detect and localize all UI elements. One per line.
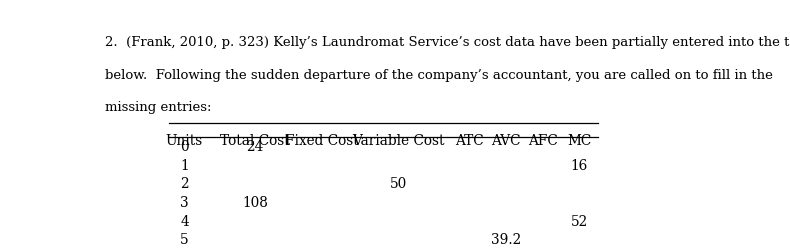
Text: missing entries:: missing entries: bbox=[105, 101, 212, 114]
Text: 4: 4 bbox=[180, 215, 189, 229]
Text: 39.2: 39.2 bbox=[491, 234, 521, 247]
Text: 3: 3 bbox=[180, 196, 189, 210]
Text: 1: 1 bbox=[180, 159, 189, 173]
Text: AFC: AFC bbox=[528, 134, 558, 148]
Text: below.  Following the sudden departure of the company’s accountant, you are call: below. Following the sudden departure of… bbox=[105, 68, 773, 82]
Text: 2: 2 bbox=[180, 178, 189, 192]
Text: 0: 0 bbox=[180, 140, 189, 154]
Text: Units: Units bbox=[166, 134, 203, 148]
Text: Variable Cost: Variable Cost bbox=[352, 134, 445, 148]
Text: Fixed Cost: Fixed Cost bbox=[285, 134, 359, 148]
Text: AVC: AVC bbox=[491, 134, 521, 148]
Text: 108: 108 bbox=[242, 196, 268, 210]
Text: MC: MC bbox=[567, 134, 592, 148]
Text: ATC: ATC bbox=[455, 134, 483, 148]
Text: Total Cost: Total Cost bbox=[220, 134, 290, 148]
Text: 16: 16 bbox=[570, 159, 588, 173]
Text: 24: 24 bbox=[246, 140, 264, 154]
Text: 52: 52 bbox=[570, 215, 588, 229]
Text: 5: 5 bbox=[180, 234, 189, 247]
Text: 2.  (Frank, 2010, p. 323) Kelly’s Laundromat Service’s cost data have been parti: 2. (Frank, 2010, p. 323) Kelly’s Laundro… bbox=[105, 36, 790, 49]
Text: 50: 50 bbox=[390, 178, 408, 192]
